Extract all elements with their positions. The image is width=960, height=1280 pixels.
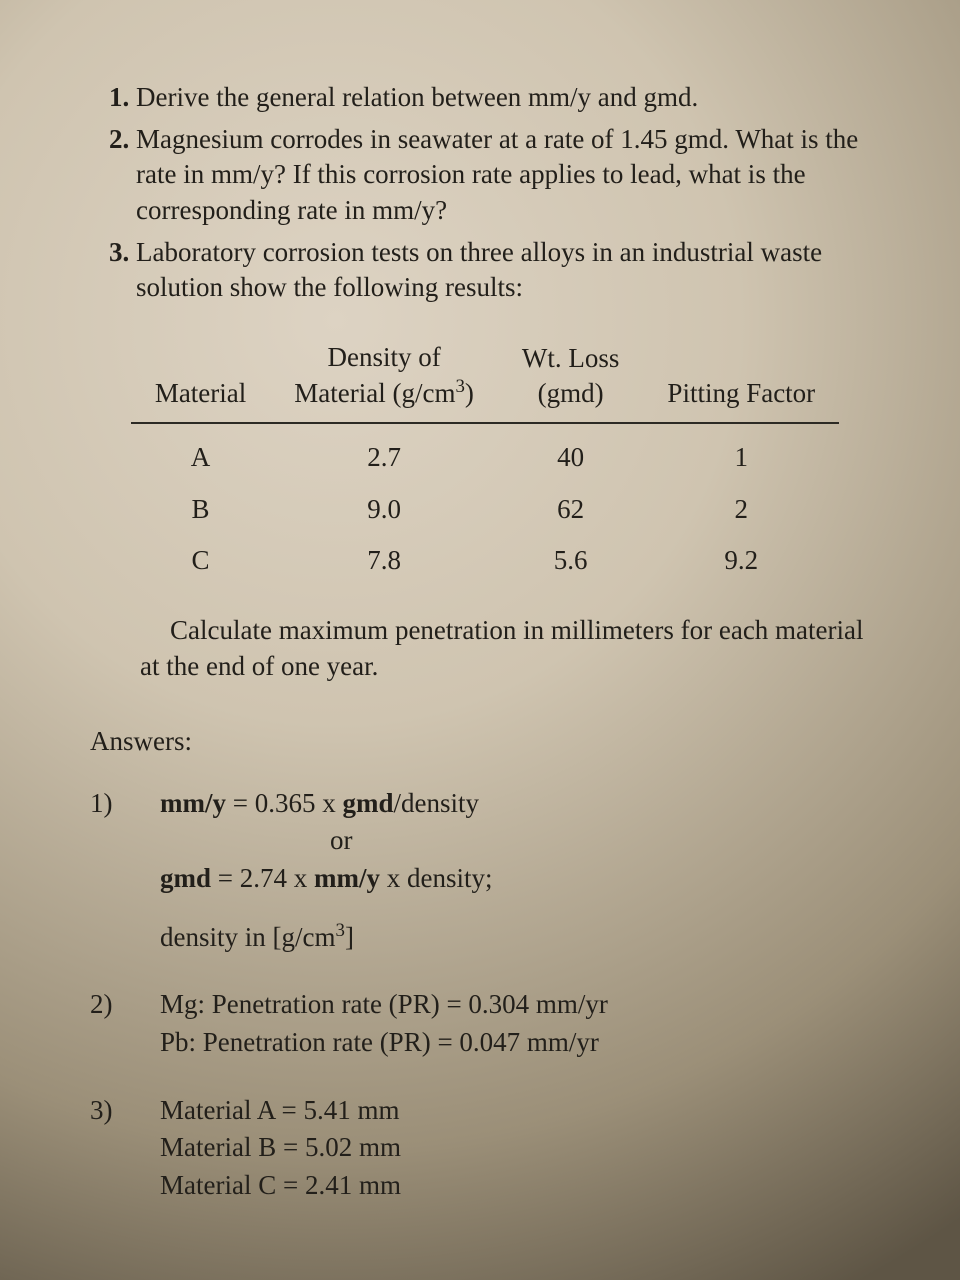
answer-line: Material A = 5.41 mm [160, 1093, 880, 1129]
question-text: Magnesium corrodes in seawater at a rate… [136, 124, 858, 225]
cell: 7.8 [270, 533, 498, 585]
calc-note: Calculate maximum penetration in millime… [140, 613, 870, 684]
question-text: Derive the general relation between mm/y… [136, 82, 698, 112]
cell: 62 [498, 482, 644, 534]
table-header-row: Material Density ofMaterial (g/cm3) Wt. … [131, 336, 839, 423]
answer-body: Mg: Penetration rate (PR) = 0.304 mm/yr … [160, 987, 880, 1062]
answer-3: 3) Material A = 5.41 mm Material B = 5.0… [90, 1093, 880, 1206]
question-item: Derive the general relation between mm/y… [136, 80, 880, 116]
question-list: Derive the general relation between mm/y… [90, 80, 880, 306]
table-row: C 7.8 5.6 9.2 [131, 533, 839, 585]
answer-line: Mg: Penetration rate (PR) = 0.304 mm/yr [160, 987, 880, 1023]
answer-line: Pb: Penetration rate (PR) = 0.047 mm/yr [160, 1025, 880, 1061]
col-pitting: Pitting Factor [643, 336, 839, 423]
answer-body: Material A = 5.41 mm Material B = 5.02 m… [160, 1093, 880, 1206]
answer-number: 1) [90, 786, 160, 822]
cell: 2 [643, 482, 839, 534]
question-item: Magnesium corrodes in seawater at a rate… [136, 122, 880, 229]
cell: B [131, 482, 270, 534]
answers-section: 1) mm/y = 0.365 x gmd/density or gmd = 2… [90, 786, 880, 1206]
cell: 9.0 [270, 482, 498, 534]
cell: C [131, 533, 270, 585]
answer-1: 1) mm/y = 0.365 x gmd/density or gmd = 2… [90, 786, 880, 958]
table-row: B 9.0 62 2 [131, 482, 839, 534]
document-page: Derive the general relation between mm/y… [0, 0, 960, 1280]
question-text: Laboratory corrosion tests on three allo… [136, 237, 822, 303]
col-density: Density ofMaterial (g/cm3) [270, 336, 498, 423]
answer-number: 3) [90, 1093, 160, 1129]
data-table-wrap: Material Density ofMaterial (g/cm3) Wt. … [90, 336, 880, 585]
answer-line: Material C = 2.41 mm [160, 1168, 880, 1204]
col-wtloss: Wt. Loss(gmd) [498, 336, 644, 423]
answer-line: density in [g/cm3] [160, 919, 880, 956]
col-material: Material [131, 336, 270, 423]
cell: 5.6 [498, 533, 644, 585]
cell: 9.2 [643, 533, 839, 585]
answer-2: 2) Mg: Penetration rate (PR) = 0.304 mm/… [90, 987, 880, 1062]
answer-line: Material B = 5.02 mm [160, 1130, 880, 1166]
materials-table: Material Density ofMaterial (g/cm3) Wt. … [131, 336, 839, 585]
answer-line: gmd = 2.74 x mm/y x density; [160, 861, 880, 897]
cell: 2.7 [270, 423, 498, 482]
answer-number: 2) [90, 987, 160, 1023]
answer-or: or [160, 823, 880, 859]
answer-line: mm/y = 0.365 x gmd/density [160, 786, 880, 822]
answers-heading: Answers: [90, 724, 880, 760]
table-row: A 2.7 40 1 [131, 423, 839, 482]
cell: A [131, 423, 270, 482]
cell: 1 [643, 423, 839, 482]
question-item: Laboratory corrosion tests on three allo… [136, 235, 880, 306]
answer-body: mm/y = 0.365 x gmd/density or gmd = 2.74… [160, 786, 880, 958]
cell: 40 [498, 423, 644, 482]
